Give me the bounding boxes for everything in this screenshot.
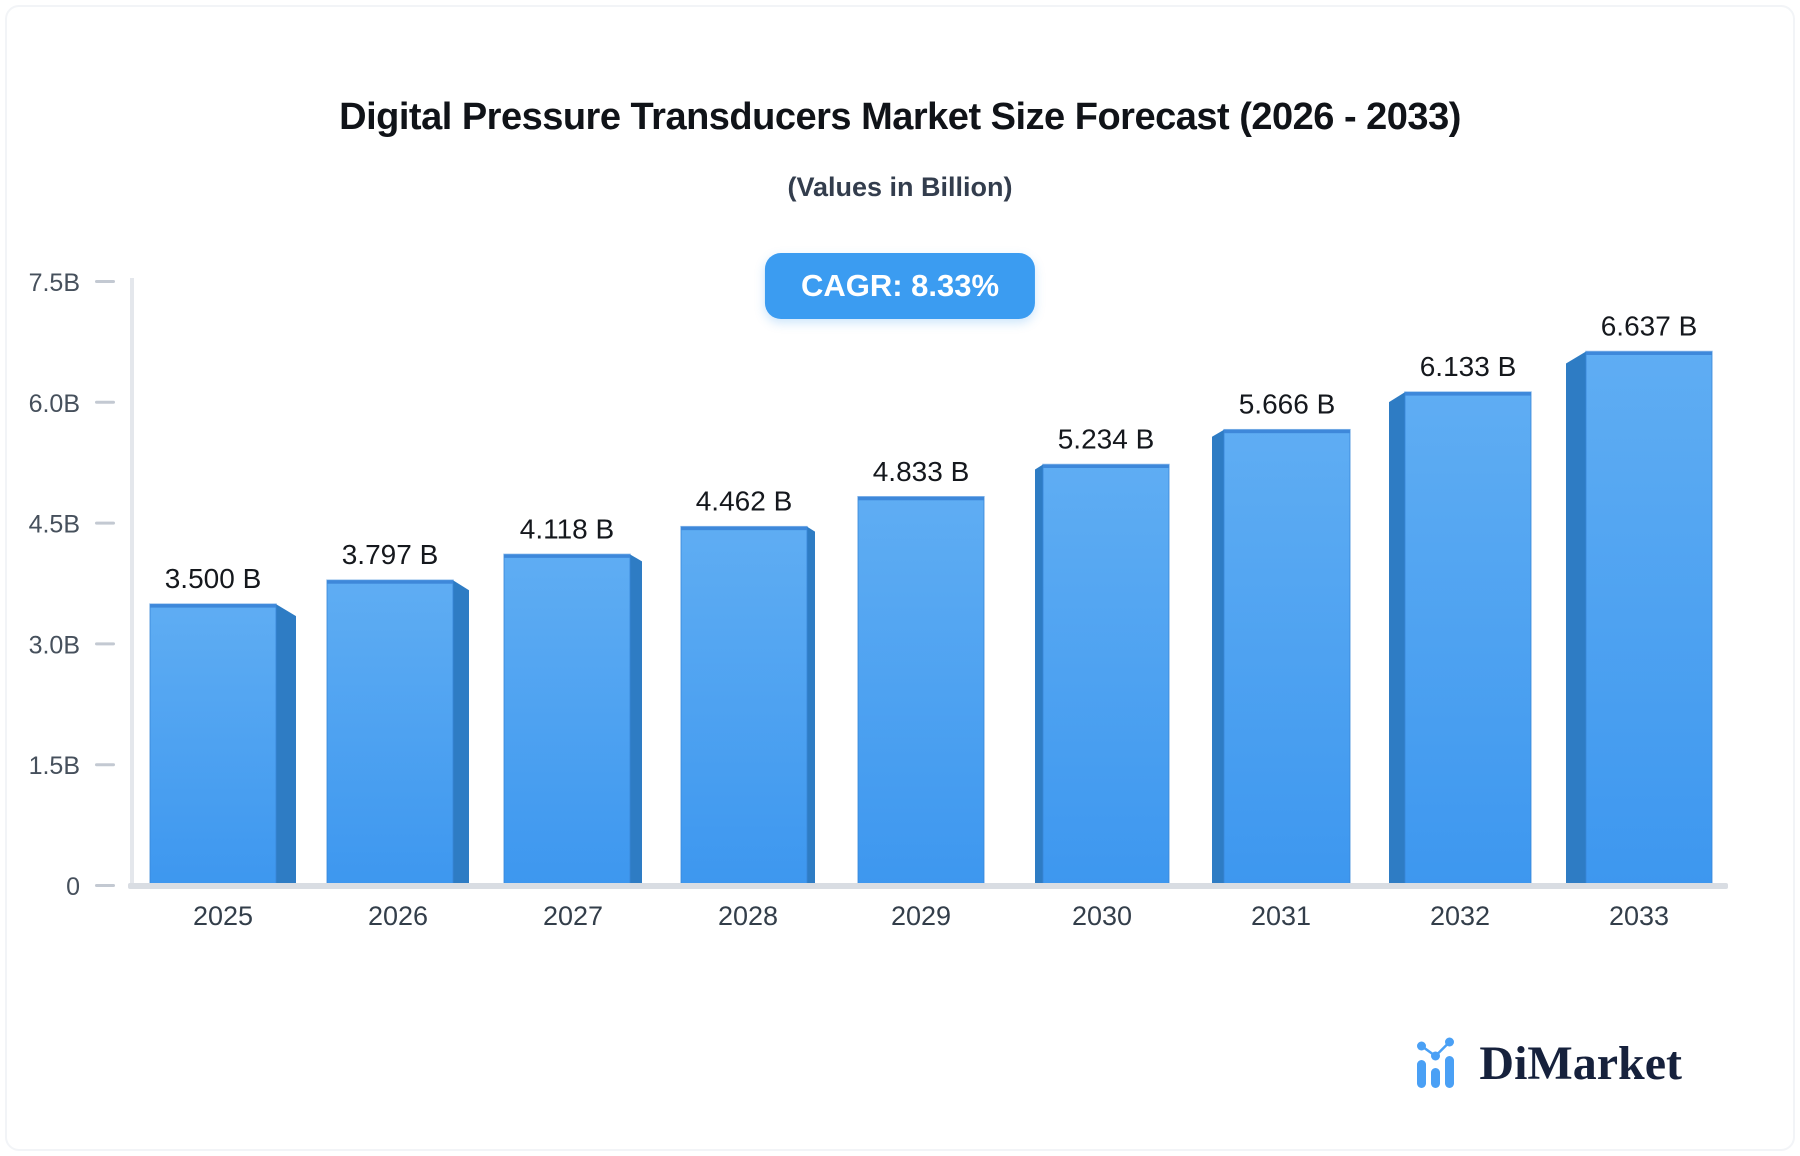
bar-side <box>453 580 469 886</box>
y-axis-tick-mark <box>95 521 115 525</box>
cagr-badge: CAGR: 8.33% <box>764 253 1036 319</box>
bar-group-2033: 6.637 B 2033 <box>1566 311 1713 931</box>
bar-front <box>1585 350 1713 887</box>
bar-top-edge <box>681 526 807 531</box>
x-axis-label: 2026 <box>368 901 428 931</box>
x-axis-label: 2025 <box>193 901 253 931</box>
bar-value-label: 4.833 B <box>873 456 970 487</box>
chart-subtitle: (Values in Billion) <box>787 172 1013 202</box>
brand-name: DiMarket <box>1479 1037 1682 1090</box>
bar-front <box>1404 391 1532 887</box>
bar-value-label: 6.637 B <box>1601 311 1698 342</box>
bar-value-label: 5.234 B <box>1058 423 1155 454</box>
bar-top-edge <box>858 496 984 501</box>
bar-front <box>503 553 631 887</box>
bar-group-2025: 3.500 B 2025 <box>149 563 296 931</box>
y-axis-tick-mark <box>95 884 115 887</box>
bar-side <box>1389 392 1405 886</box>
bar-top-edge <box>1224 429 1350 434</box>
bar-group-2027: 4.118 B 2027 <box>503 513 642 931</box>
bar-top-edge <box>1043 464 1169 468</box>
bar-group-2028: 4.462 B 2028 <box>680 486 815 931</box>
bar-side <box>1212 429 1224 886</box>
y-axis-tick-label: 7.5B <box>29 269 80 297</box>
y-axis-tick-label: 1.5B <box>29 752 80 780</box>
bar-top-edge <box>1586 351 1712 356</box>
bar-side <box>630 554 642 886</box>
x-axis-label: 2027 <box>543 901 603 931</box>
bar-front <box>149 603 277 887</box>
bar-side <box>1566 351 1586 887</box>
bar-top-edge <box>327 580 453 584</box>
y-axis-tick-label: 3.0B <box>29 631 80 659</box>
bar-chart-logo-icon <box>1417 1037 1455 1088</box>
bar-front <box>1223 428 1351 887</box>
bar-top-edge <box>504 554 630 558</box>
x-axis-label: 2029 <box>891 901 951 931</box>
bar-value-label: 3.500 B <box>165 563 262 594</box>
x-axis-line <box>128 883 1728 889</box>
bar-front <box>857 496 985 887</box>
bar-top-edge <box>150 604 276 608</box>
bar-group-2030: 5.234 B 2030 <box>1035 423 1170 931</box>
bar-value-label: 6.133 B <box>1420 351 1517 382</box>
bar-front <box>326 579 454 887</box>
bar-value-label: 4.462 B <box>696 486 793 517</box>
bar-value-label: 5.666 B <box>1239 389 1336 420</box>
y-axis-tick-label: 4.5B <box>29 511 80 539</box>
bar-group-2026: 3.797 B 2026 <box>326 539 469 931</box>
y-axis-tick-mark <box>95 400 115 404</box>
bar-side <box>1035 464 1043 886</box>
y-axis-tick-label: 6.0B <box>29 390 80 418</box>
y-axis-line <box>130 278 134 886</box>
bar-value-label: 3.797 B <box>342 539 439 570</box>
bar-group-2029: 4.833 B 2029 <box>857 456 985 931</box>
y-axis-tick-mark <box>95 763 115 767</box>
bar-group-2031: 5.666 B 2031 <box>1212 389 1351 931</box>
bar-group-2032: 6.133 B 2032 <box>1389 351 1532 931</box>
bar-top-edge <box>1405 392 1531 396</box>
x-axis-label: 2028 <box>718 901 778 931</box>
y-axis-tick-mark <box>95 280 115 283</box>
y-axis-tick-label: 0 <box>66 873 80 901</box>
bar-side <box>276 604 296 886</box>
bar-front <box>680 525 808 887</box>
bar-value-label: 4.118 B <box>520 513 614 544</box>
x-axis-label: 2032 <box>1430 901 1490 931</box>
brand-logo: DiMarket <box>1417 1036 1682 1088</box>
x-axis-label: 2033 <box>1609 901 1669 931</box>
chart-title: Digital Pressure Transducers Market Size… <box>339 96 1461 138</box>
x-axis-label: 2031 <box>1251 901 1311 931</box>
bar-side <box>807 526 815 886</box>
x-axis-label: 2030 <box>1072 901 1132 931</box>
bar-front <box>1042 463 1170 887</box>
y-axis-tick-mark <box>95 642 115 646</box>
